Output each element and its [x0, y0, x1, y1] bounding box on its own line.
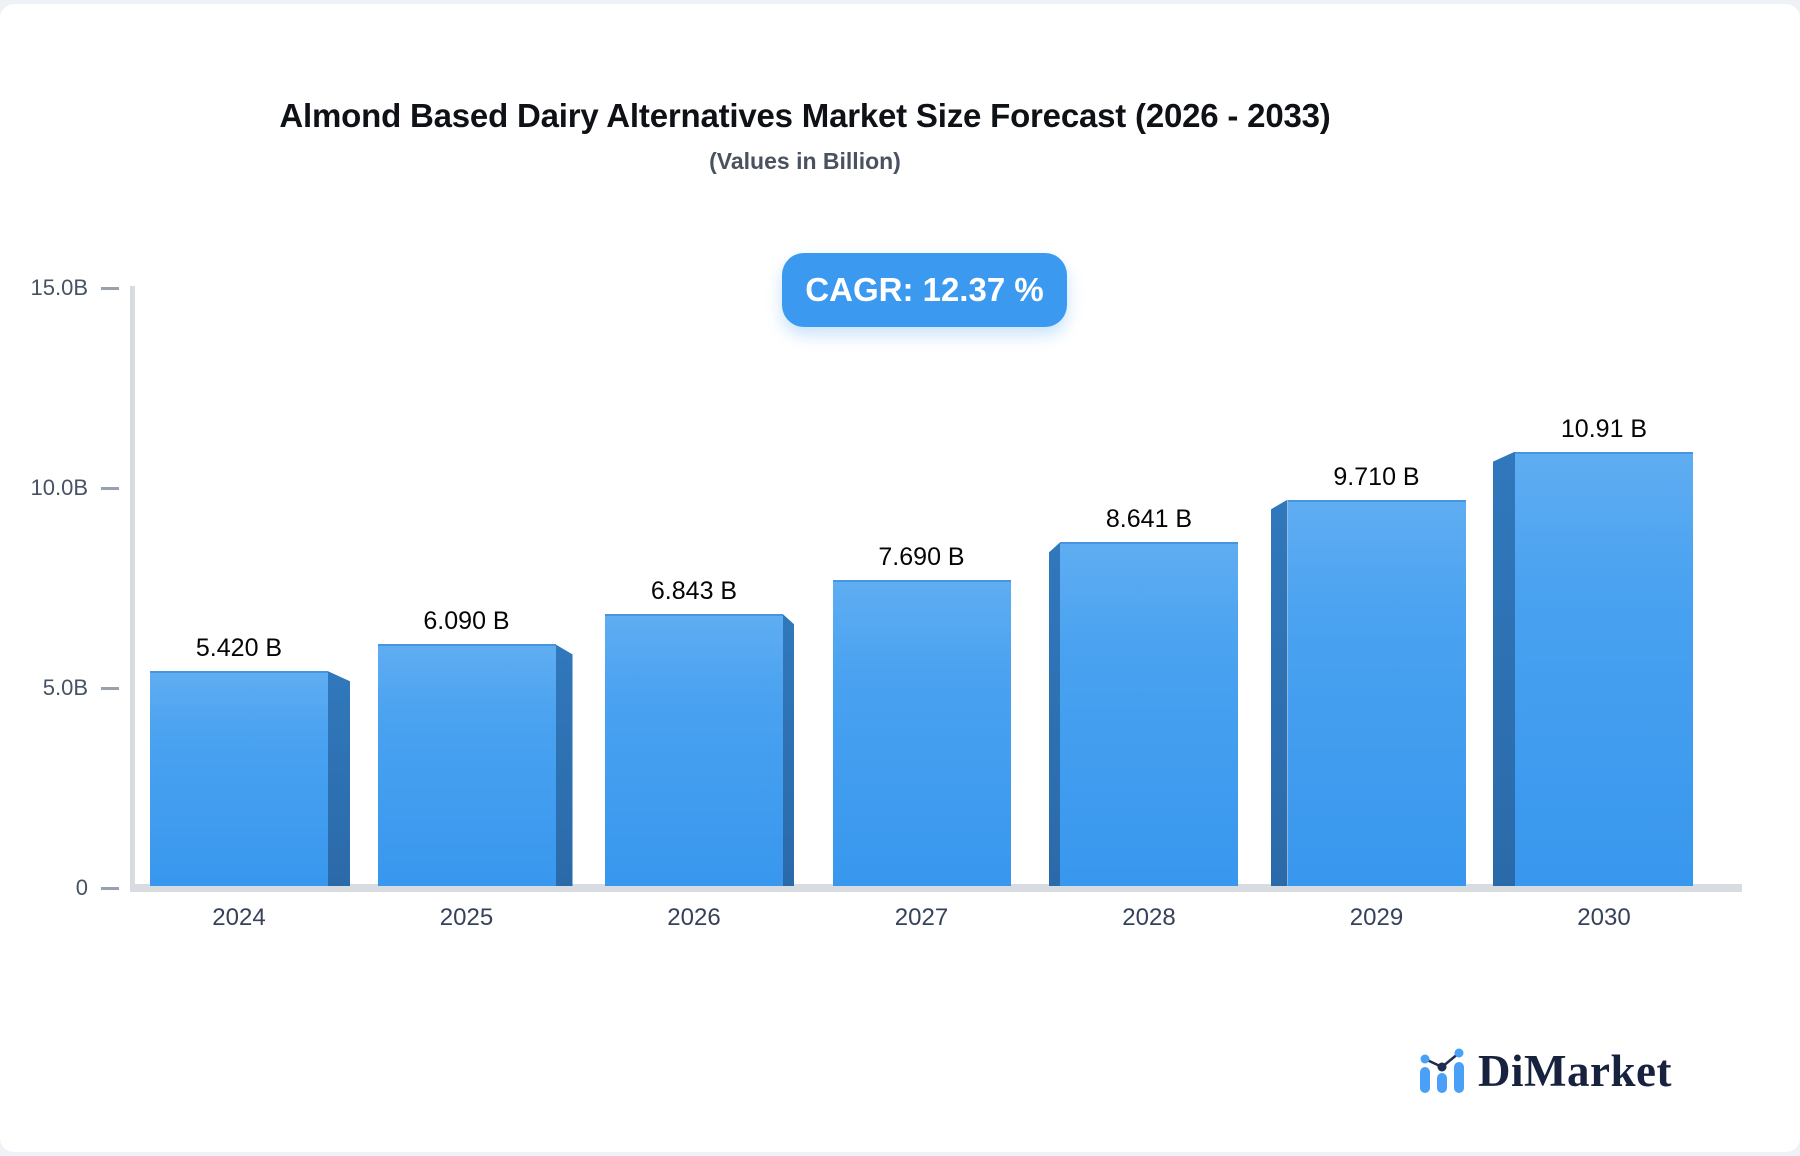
- dimarket-logo: DiMarket: [1416, 1040, 1672, 1102]
- bar-2027: [832, 580, 1011, 886]
- bar-2025: [377, 644, 556, 886]
- bar-value-label: 10.91 B: [1560, 414, 1648, 443]
- bar-2030: [1515, 451, 1693, 886]
- bar-value-label: 7.690 B: [878, 543, 965, 572]
- bar-value-label: 5.420 B: [195, 634, 283, 663]
- y-tick: [101, 886, 119, 890]
- cagr-badge-label: CAGR: 12.37 %: [805, 271, 1044, 308]
- bar-side-2026: [783, 614, 794, 886]
- y-tick-label: 5.0B: [42, 675, 88, 700]
- y-tick: [101, 686, 119, 690]
- bar-side-2030: [1493, 451, 1515, 886]
- chart-subtitle: (Values in Billion): [709, 148, 901, 174]
- x-axis-line: [130, 884, 1742, 892]
- x-axis-label: 2029: [1349, 904, 1404, 931]
- bar-value-label: 6.843 B: [650, 577, 738, 606]
- x-axis-label: 2026: [667, 904, 721, 931]
- bar-2028: [1060, 542, 1238, 886]
- dimarket-logo-text: DiMarket: [1478, 1046, 1672, 1096]
- bar-side-2024: [328, 671, 350, 886]
- bar-value-label: 6.090 B: [423, 607, 510, 636]
- y-tick-label: 15.0B: [30, 275, 89, 300]
- y-axis-line: [130, 286, 135, 888]
- x-axis-label: 2024: [212, 904, 266, 931]
- bar-side-2028: [1049, 542, 1060, 886]
- chart-title: Almond Based Dairy Alternatives Market S…: [279, 97, 1331, 134]
- y-tick-label: 10.0B: [30, 475, 89, 500]
- bar-value-label: 9.710 B: [1333, 462, 1420, 491]
- bar-2026: [605, 614, 783, 886]
- bar-value-label: 8.641 B: [1105, 505, 1193, 534]
- dimarket-logo-icon: [1420, 1048, 1464, 1093]
- cagr-badge: CAGR: 12.37 %: [782, 253, 1067, 327]
- x-axis-label: 2030: [1577, 904, 1631, 931]
- x-axis-label: 2025: [439, 904, 494, 931]
- y-tick-label: 0: [75, 875, 88, 900]
- x-axis-label: 2028: [1122, 904, 1176, 931]
- y-tick: [101, 286, 119, 290]
- bar-2024: [150, 671, 328, 886]
- bar-2029: [1287, 499, 1466, 886]
- y-tick: [101, 486, 119, 490]
- bar-side-2025: [555, 644, 573, 886]
- x-axis-label: 2027: [894, 904, 949, 931]
- bar-side-2029: [1270, 499, 1288, 886]
